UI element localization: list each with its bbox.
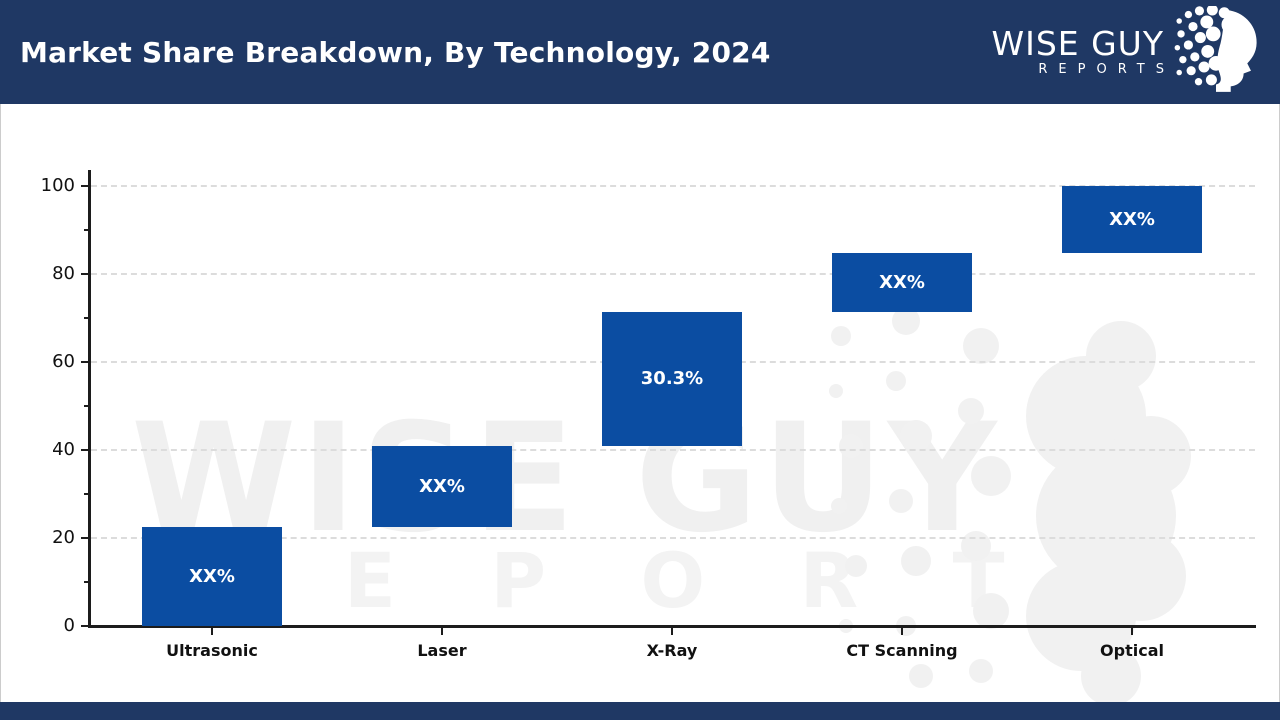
y-gridline [91, 185, 1255, 187]
x-axis-spine [88, 625, 1256, 628]
footer-banner [0, 702, 1280, 720]
x-axis-category-label: Optical [1100, 641, 1164, 660]
header-banner: Market Share Breakdown, By Technology, 2… [0, 0, 1280, 104]
brand-name: WISE GUY [991, 24, 1164, 63]
x-axis-category-label: Laser [417, 641, 467, 660]
plot-region: 0 20 40 60 80 100 XX% XX% 30.3% XX% XX% Ultrasonic L… [1, 104, 1279, 702]
y-axis-tick-label: 80 [52, 263, 75, 284]
y-axis-major-tick [81, 273, 89, 275]
chart-bar-ct-scanning: XX% [832, 252, 972, 313]
x-axis-category-label: X-Ray [646, 641, 698, 660]
y-axis-tick-label: 0 [63, 615, 75, 636]
x-axis-tick [1131, 628, 1133, 635]
bar-value-label: XX% [1109, 208, 1155, 230]
chart-title: Market Share Breakdown, By Technology, 2… [20, 35, 771, 69]
y-axis-minor-tick [84, 581, 89, 583]
y-axis-minor-tick [84, 229, 89, 231]
x-axis-tick [441, 628, 443, 635]
y-axis-major-tick [81, 185, 89, 187]
chart-bar-x-ray: 30.3% [602, 312, 742, 446]
x-axis-tick [211, 628, 213, 635]
bar-value-label: XX% [189, 566, 235, 587]
brand-logo: WISE GUY REPORTS [991, 4, 1262, 98]
chart-area: WISE GUY R E P O R T S 0 20 40 60 8 [0, 104, 1280, 706]
x-axis-category-label: Ultrasonic [166, 641, 258, 660]
y-axis-major-tick [81, 537, 89, 539]
x-axis-tick [671, 628, 673, 635]
brand-subname: REPORTS [1038, 62, 1175, 77]
y-axis-tick-label: 20 [52, 527, 75, 548]
brand-logo-text: WISE GUY REPORTS [991, 27, 1164, 77]
bar-value-label: 30.3% [640, 368, 704, 390]
y-axis-minor-tick [84, 317, 89, 319]
x-axis-category-label: CT Scanning [846, 641, 958, 660]
brand-head-icon [1170, 4, 1262, 98]
y-axis-major-tick [81, 625, 89, 627]
chart-bar-optical: XX% [1062, 186, 1202, 253]
y-axis-tick-label: 40 [52, 439, 75, 460]
y-axis-spine [88, 170, 91, 627]
y-gridline [91, 537, 1255, 539]
bar-value-label: XX% [419, 475, 465, 497]
chart-bar-laser: XX% [372, 445, 512, 527]
y-gridline [91, 449, 1255, 451]
y-axis-tick-label: 100 [40, 175, 75, 196]
y-axis-major-tick [81, 361, 89, 363]
x-axis-tick [901, 628, 903, 635]
y-axis-major-tick [81, 449, 89, 451]
y-gridline [91, 273, 1255, 275]
y-axis-minor-tick [84, 493, 89, 495]
y-axis-tick-label: 60 [52, 351, 75, 372]
chart-bar-ultrasonic: XX% [142, 527, 282, 626]
bar-value-label: XX% [879, 272, 925, 294]
y-axis-minor-tick [84, 405, 89, 407]
